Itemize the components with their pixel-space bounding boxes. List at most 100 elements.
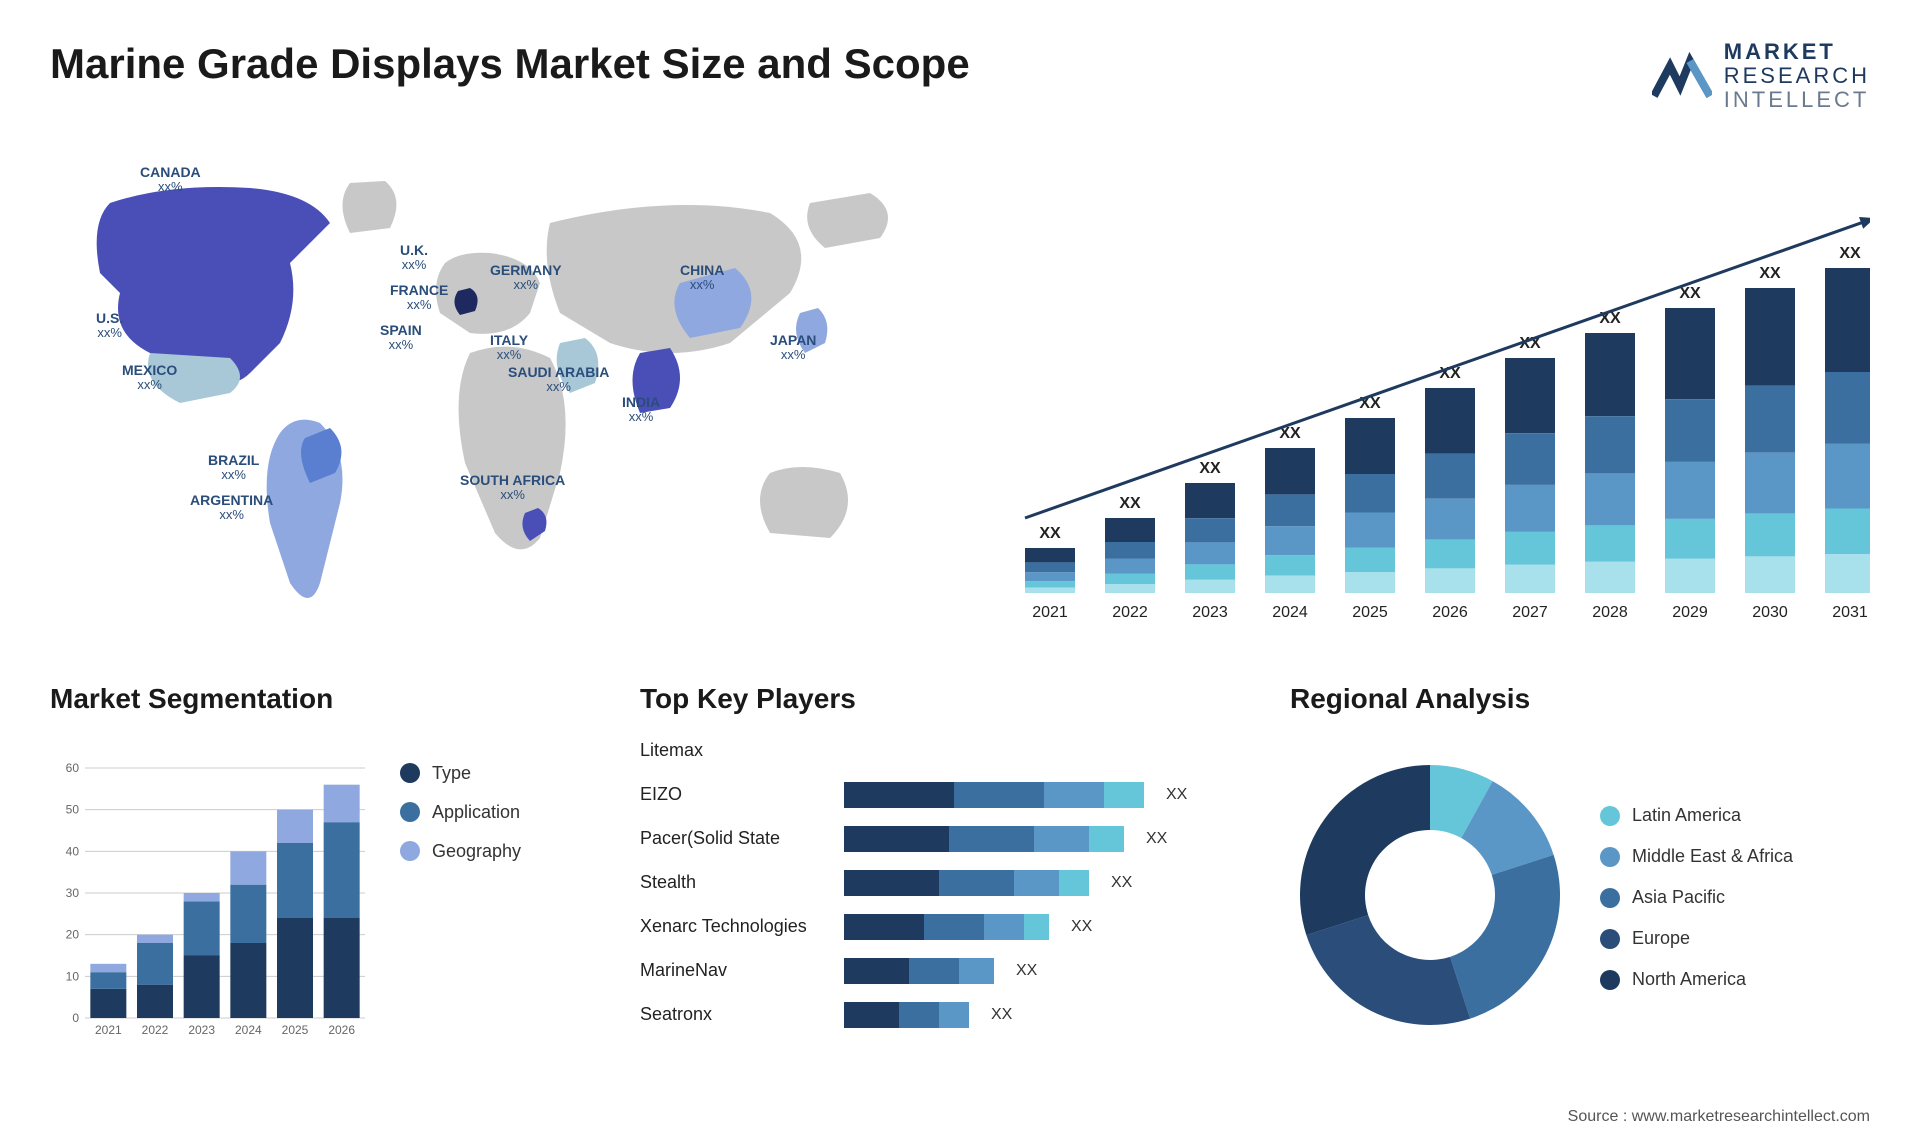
growth-bar-segment (1745, 288, 1795, 386)
logo-icon (1652, 51, 1712, 101)
growth-chart: XX2021XX2022XX2023XX2024XX2025XX2026XX20… (990, 143, 1870, 643)
growth-bar-value: XX (1199, 460, 1221, 477)
growth-bar-segment (1665, 558, 1715, 592)
map-country-label: CHINAxx% (680, 263, 724, 293)
seg-xtick: 2023 (188, 1023, 215, 1037)
growth-bar-segment (1345, 572, 1395, 593)
growth-bar-segment (1825, 508, 1870, 554)
segmentation-legend-item: Geography (400, 841, 610, 862)
growth-bar-segment (1345, 512, 1395, 547)
growth-bar-segment (1505, 564, 1555, 592)
seg-bar-segment (184, 901, 220, 955)
seg-bar-segment (230, 851, 266, 884)
regional-panel: Regional Analysis Latin AmericaMiddle Ea… (1290, 683, 1870, 1063)
player-value: XX (1146, 830, 1167, 848)
player-row: MarineNav XX (640, 953, 1260, 989)
player-bar-segment (1059, 870, 1089, 896)
growth-bar-segment (1345, 418, 1395, 474)
player-bar-segment (1044, 782, 1104, 808)
legend-label: North America (1632, 969, 1746, 990)
seg-bar-segment (90, 988, 126, 1017)
growth-bar-segment (1185, 542, 1235, 564)
player-bar-segment (1034, 826, 1089, 852)
player-name: Litemax (640, 740, 830, 761)
map-country-label: SOUTH AFRICAxx% (460, 473, 565, 503)
legend-label: Asia Pacific (1632, 887, 1725, 908)
player-name: Stealth (640, 872, 830, 893)
logo-text: MARKET RESEARCH INTELLECT (1724, 40, 1870, 113)
key-players-list: LitemaxEIZOXXPacer(Solid StateXXStealthX… (640, 733, 1260, 1033)
legend-swatch (400, 841, 420, 861)
regional-donut-chart (1290, 755, 1570, 1035)
growth-bar-segment (1185, 483, 1235, 518)
seg-bar-segment (277, 918, 313, 1018)
world-map (50, 143, 950, 643)
donut-slice (1306, 915, 1470, 1025)
growth-bar-segment (1105, 542, 1155, 559)
growth-bar-segment (1025, 548, 1075, 562)
growth-bar-segment (1265, 575, 1315, 592)
player-value: XX (1166, 786, 1187, 804)
seg-ytick: 10 (66, 969, 80, 983)
growth-bar-segment (1665, 461, 1715, 518)
legend-swatch (400, 802, 420, 822)
page-title: Marine Grade Displays Market Size and Sc… (50, 40, 970, 88)
growth-bar-segment (1665, 308, 1715, 399)
source-attribution: Source : www.marketresearchintellect.com (1568, 1108, 1870, 1126)
growth-bar-segment (1105, 584, 1155, 593)
player-bar-segment (909, 958, 959, 984)
growth-bar-value: XX (1839, 245, 1861, 262)
growth-bar-value: XX (1679, 285, 1701, 302)
player-value: XX (1016, 962, 1037, 980)
player-value: XX (991, 1006, 1012, 1024)
growth-bar-segment (1185, 564, 1235, 579)
map-country-label: U.K.xx% (400, 243, 428, 273)
growth-bar-segment (1265, 448, 1315, 494)
player-name: MarineNav (640, 960, 830, 981)
growth-bar-segment (1345, 547, 1395, 572)
growth-bar-year: 2031 (1832, 604, 1868, 621)
regional-legend-item: Middle East & Africa (1600, 846, 1870, 867)
player-bar-segment (954, 782, 1044, 808)
player-name: Xenarc Technologies (640, 916, 830, 937)
map-country-label: U.S.xx% (96, 311, 123, 341)
growth-bar-segment (1265, 494, 1315, 526)
growth-bar-segment (1665, 518, 1715, 558)
growth-bar-year: 2025 (1352, 604, 1388, 621)
map-country-label: BRAZILxx% (208, 453, 259, 483)
player-row: StealthXX (640, 865, 1260, 901)
growth-bar-segment (1825, 372, 1870, 444)
key-players-panel: Top Key Players LitemaxEIZOXXPacer(Solid… (640, 683, 1260, 1063)
seg-bar-segment (137, 943, 173, 985)
player-name: Seatronx (640, 1004, 830, 1025)
growth-bar-segment (1505, 484, 1555, 531)
growth-bar-segment (1105, 558, 1155, 573)
growth-bar-segment (1505, 531, 1555, 564)
legend-swatch (400, 763, 420, 783)
growth-bar-segment (1745, 513, 1795, 556)
growth-chart-panel: XX2021XX2022XX2023XX2024XX2025XX2026XX20… (990, 143, 1870, 643)
player-bar-segment (984, 914, 1024, 940)
growth-bar-segment (1025, 562, 1075, 572)
regional-legend-item: Latin America (1600, 805, 1870, 826)
legend-label: Application (432, 802, 520, 823)
seg-bar-segment (324, 918, 360, 1018)
regional-legend-item: Asia Pacific (1600, 887, 1870, 908)
growth-bar-year: 2024 (1272, 604, 1308, 621)
player-row: EIZOXX (640, 777, 1260, 813)
growth-bar-year: 2028 (1592, 604, 1628, 621)
growth-bar-year: 2029 (1672, 604, 1708, 621)
seg-ytick: 50 (66, 802, 80, 816)
legend-label: Europe (1632, 928, 1690, 949)
seg-ytick: 0 (72, 1011, 79, 1025)
growth-bar-segment (1745, 385, 1795, 452)
growth-bar-segment (1585, 416, 1635, 473)
growth-bar-segment (1265, 555, 1315, 575)
player-bar (844, 914, 1049, 940)
seg-bar-segment (90, 972, 126, 989)
growth-bar-segment (1025, 572, 1075, 581)
growth-bar-segment (1345, 474, 1395, 513)
growth-bar-segment (1505, 433, 1555, 485)
growth-bar-segment (1105, 573, 1155, 584)
regional-legend-item: Europe (1600, 928, 1870, 949)
